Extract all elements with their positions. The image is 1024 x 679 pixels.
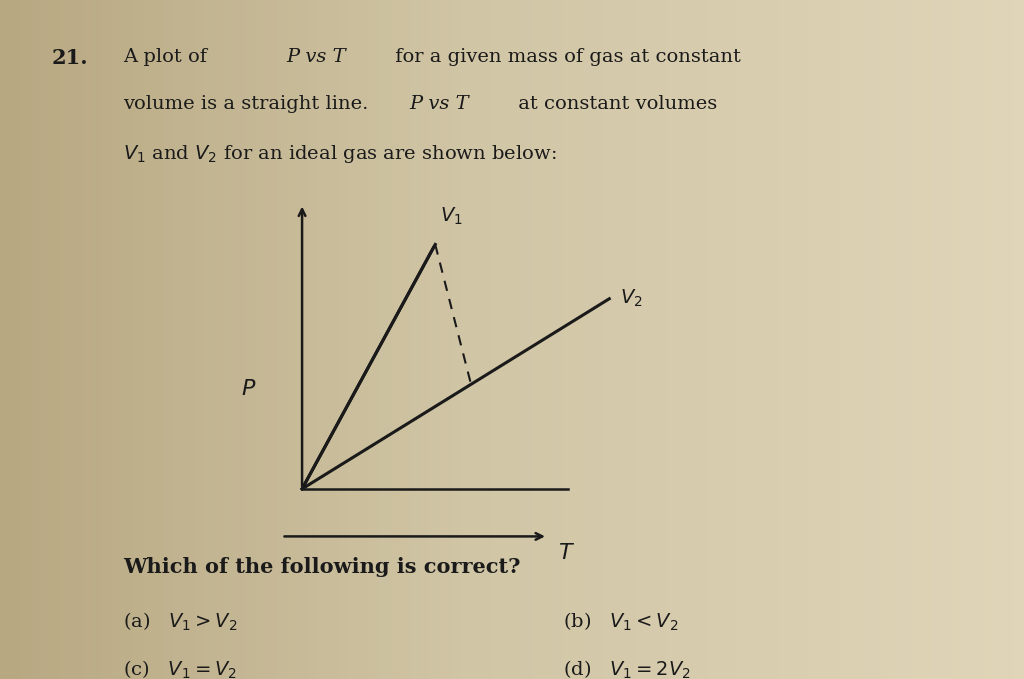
Text: (a)   $V_1 > V_2$: (a) $V_1 > V_2$	[123, 611, 238, 634]
Text: $T$: $T$	[558, 543, 575, 564]
Text: (d)   $V_1 = 2V_2$: (d) $V_1 = 2V_2$	[563, 659, 691, 679]
Text: P vs T: P vs T	[410, 95, 469, 113]
Text: for a given mass of gas at constant: for a given mass of gas at constant	[389, 48, 741, 66]
Text: $P$: $P$	[241, 378, 256, 400]
Text: at constant volumes: at constant volumes	[512, 95, 717, 113]
Text: 21.: 21.	[51, 48, 88, 67]
Text: Which of the following is correct?: Which of the following is correct?	[123, 557, 520, 576]
Text: A plot of: A plot of	[123, 48, 213, 66]
Text: P vs T: P vs T	[287, 48, 346, 66]
Text: (b)   $V_1 < V_2$: (b) $V_1 < V_2$	[563, 611, 679, 634]
Text: $V_1$: $V_1$	[440, 206, 463, 227]
Text: $V_2$: $V_2$	[620, 288, 642, 310]
Text: (c)   $V_1 = V_2$: (c) $V_1 = V_2$	[123, 659, 237, 679]
Text: volume is a straight line.: volume is a straight line.	[123, 95, 375, 113]
Text: $V_1$ and $V_2$ for an ideal gas are shown below:: $V_1$ and $V_2$ for an ideal gas are sho…	[123, 143, 556, 164]
